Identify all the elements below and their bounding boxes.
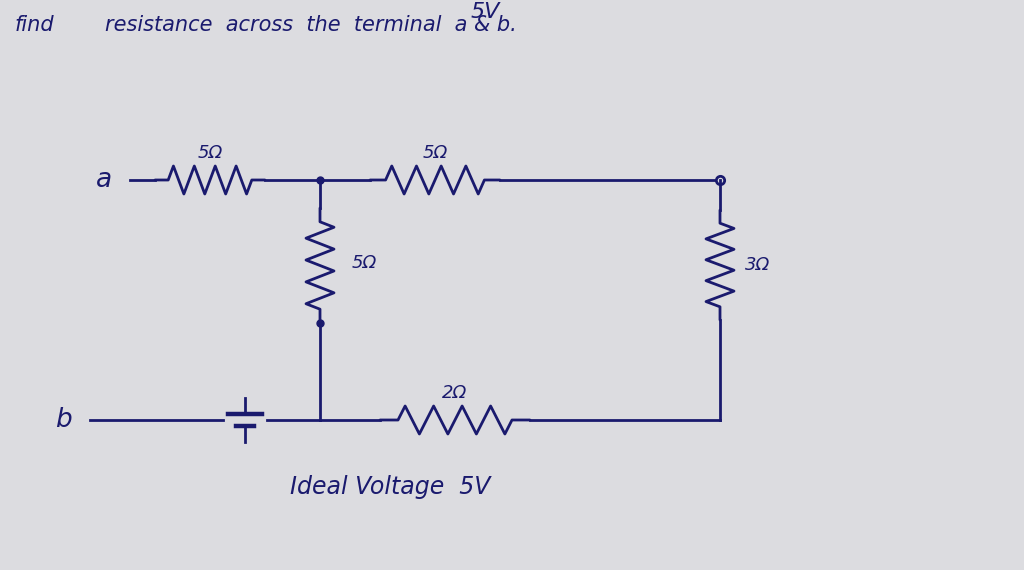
Text: b: b [55,407,72,433]
Text: resistance  across  the  terminal  a & b.: resistance across the terminal a & b. [105,15,517,35]
Text: Ideal Voltage  5V: Ideal Voltage 5V [290,475,490,499]
Text: a: a [96,167,112,193]
Text: 5Ω: 5Ω [352,254,377,272]
Text: 5Ω: 5Ω [198,144,222,162]
Text: 3Ω: 3Ω [745,256,770,274]
Text: find: find [15,15,54,35]
Text: 5Ω: 5Ω [422,144,447,162]
Text: 5V: 5V [470,2,500,22]
Text: 2Ω: 2Ω [442,384,468,402]
